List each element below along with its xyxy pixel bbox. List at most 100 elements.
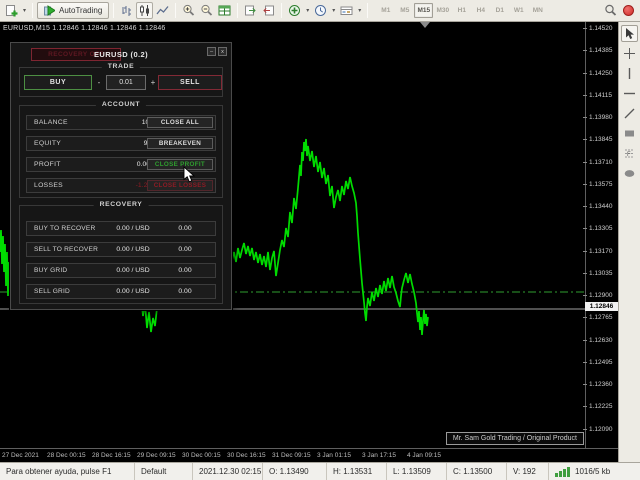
horizontal-line-icon <box>624 92 635 95</box>
timeframe-m15[interactable]: M15 <box>414 3 434 18</box>
pointer-tool-button[interactable] <box>621 25 638 42</box>
time-tick: 31 Dec 09:15 <box>272 452 311 459</box>
indicators-plus-icon <box>289 5 301 16</box>
sell-button[interactable]: SELL <box>158 75 222 90</box>
signal-bars-icon <box>555 467 570 477</box>
zoom-in-button[interactable] <box>180 2 197 19</box>
new-order-dropdown[interactable]: ▾ <box>22 8 26 14</box>
trade-section-label: TRADE <box>101 63 141 70</box>
trendline-tool-button[interactable] <box>621 105 638 122</box>
panel-close-button[interactable]: x <box>218 47 227 56</box>
candlestick-chart-button[interactable] <box>136 2 154 19</box>
clock-icon <box>315 5 327 16</box>
timeframe-d1[interactable]: D1 <box>495 7 504 14</box>
status-help-text: Para obtener ayuda, pulse F1 <box>0 463 135 480</box>
bar-chart-button[interactable] <box>118 2 135 19</box>
status-low-value: L: 1.13509 <box>387 463 447 480</box>
time-axis: 27 Dec 2021 28 Dec 00:15 28 Dec 16:15 29 De… <box>0 448 618 462</box>
ellipse-tool-button[interactable] <box>621 165 638 182</box>
auto-scroll-icon <box>245 5 257 16</box>
recovery-toggle-button[interactable]: RECOVERY OFF <box>31 48 121 61</box>
losses-label: LOSSES <box>34 182 64 189</box>
lot-increase-button[interactable]: + <box>150 78 156 87</box>
chart-title: EURUSD,M15 1.12846 1.12846 1.12846 1.128… <box>3 25 166 32</box>
svg-text:F: F <box>627 152 631 158</box>
buy-to-recover-value: 0.00 / USD <box>116 225 150 232</box>
autotrading-play-icon <box>44 5 55 16</box>
close-profit-button[interactable]: CLOSE PROFIT <box>147 159 213 170</box>
close-losses-button[interactable]: CLOSE LOSSES <box>147 180 213 191</box>
sell-to-recover-row: SELL TO RECOVER 0.00 / USD 0.00 <box>26 242 216 257</box>
lot-decrease-button[interactable]: - <box>97 78 101 87</box>
rectangle-tool-button[interactable] <box>621 125 638 142</box>
ellipse-icon <box>624 170 635 177</box>
periods-button[interactable] <box>312 2 329 19</box>
timeframe-w1[interactable]: W1 <box>513 7 524 14</box>
buy-grid-label: BUY GRID <box>34 267 68 274</box>
balance-label: BALANCE <box>34 119 68 126</box>
workspace: EURUSD,M15 1.12846 1.12846 1.12846 1.128… <box>0 22 640 462</box>
buy-button[interactable]: BUY <box>24 75 92 90</box>
breakeven-button[interactable]: BREAKEVEN <box>147 138 213 149</box>
close-all-button[interactable]: CLOSE ALL <box>147 117 213 128</box>
equity-label: EQUITY <box>34 140 62 147</box>
templates-dropdown[interactable]: ▾ <box>358 8 362 14</box>
mouse-cursor <box>183 166 195 183</box>
buy-to-recover-label: BUY TO RECOVER <box>34 225 96 232</box>
price-tick: 1.13845 <box>583 136 613 144</box>
time-tick: 28 Dec 00:15 <box>47 452 86 459</box>
price-tick: 1.14385 <box>583 47 613 55</box>
panel-title: EURUSD (0.2) <box>94 50 148 59</box>
templates-button[interactable] <box>338 2 355 19</box>
indicators-button[interactable] <box>286 2 303 19</box>
price-tick: 1.12360 <box>583 381 613 388</box>
tile-windows-button[interactable] <box>216 2 233 19</box>
indicators-dropdown[interactable]: ▾ <box>306 8 310 14</box>
recovery-section: RECOVERY BUY TO RECOVER 0.00 / USD 0.00 … <box>19 201 223 304</box>
chart-area[interactable]: EURUSD,M15 1.12846 1.12846 1.12846 1.128… <box>0 22 618 462</box>
price-tick: 1.12495 <box>583 358 613 366</box>
zoom-out-button[interactable] <box>198 2 215 19</box>
sell-to-recover-label: SELL TO RECOVER <box>34 246 99 253</box>
search-icon <box>605 4 617 16</box>
traffic-counter: 1016/5 kb <box>575 467 611 476</box>
status-high-value: H: 1.13531 <box>327 463 387 480</box>
timeframe-m30[interactable]: M30 <box>436 7 450 14</box>
horizontal-line-tool-button[interactable] <box>621 85 638 102</box>
autotrading-button[interactable]: AutoTrading <box>37 2 110 19</box>
equity-row: EQUITY 998.74 BREAKEVEN <box>26 136 216 151</box>
timeframe-h4[interactable]: H4 <box>476 7 485 14</box>
timeframe-h1[interactable]: H1 <box>457 7 466 14</box>
buy-to-recover-amount: 0.00 <box>178 225 192 232</box>
new-order-button[interactable] <box>3 2 20 19</box>
timeframe-m1[interactable]: M1 <box>381 7 391 14</box>
price-tick: 1.12765 <box>583 314 613 322</box>
status-bar-timestamp: 2021.12.30 02:15 <box>193 463 263 480</box>
time-tick: 3 Jan 01:15 <box>317 452 351 459</box>
chart-shift-button[interactable] <box>260 2 277 19</box>
status-template[interactable]: Default <box>135 463 193 480</box>
auto-scroll-button[interactable] <box>242 2 259 19</box>
status-bar: Para obtener ayuda, pulse F1 Default 202… <box>0 462 640 480</box>
vertical-line-tool-button[interactable] <box>621 65 638 82</box>
time-tick: 30 Dec 00:15 <box>182 452 221 459</box>
status-close-value: C: 1.13500 <box>447 463 507 480</box>
crosshair-tool-button[interactable] <box>621 45 638 62</box>
timeframe-mn[interactable]: MN <box>532 7 543 14</box>
search-button[interactable] <box>602 2 619 19</box>
lot-size-input[interactable]: 0.01 <box>106 75 146 90</box>
price-tick: 1.13035 <box>583 269 613 277</box>
account-section: ACCOUNT BALANCE 1000.00 CLOSE ALL EQUITY… <box>19 101 223 198</box>
buy-grid-row: BUY GRID 0.00 / USD 0.00 <box>26 263 216 278</box>
periods-dropdown[interactable]: ▾ <box>332 8 336 14</box>
timeframe-m5[interactable]: M5 <box>400 7 410 14</box>
fibonacci-tool-button[interactable]: F <box>621 145 638 162</box>
notification-badge[interactable] <box>623 5 634 16</box>
recovery-section-label: RECOVERY <box>93 201 149 208</box>
top-toolbar: ▾ AutoTrading <box>0 0 640 22</box>
line-chart-button[interactable] <box>154 2 171 19</box>
chart-shift-marker[interactable] <box>420 22 430 28</box>
trade-row: BUY - 0.01 + SELL <box>20 75 222 90</box>
panel-minimize-button[interactable]: – <box>207 47 216 56</box>
new-order-icon <box>6 5 18 17</box>
